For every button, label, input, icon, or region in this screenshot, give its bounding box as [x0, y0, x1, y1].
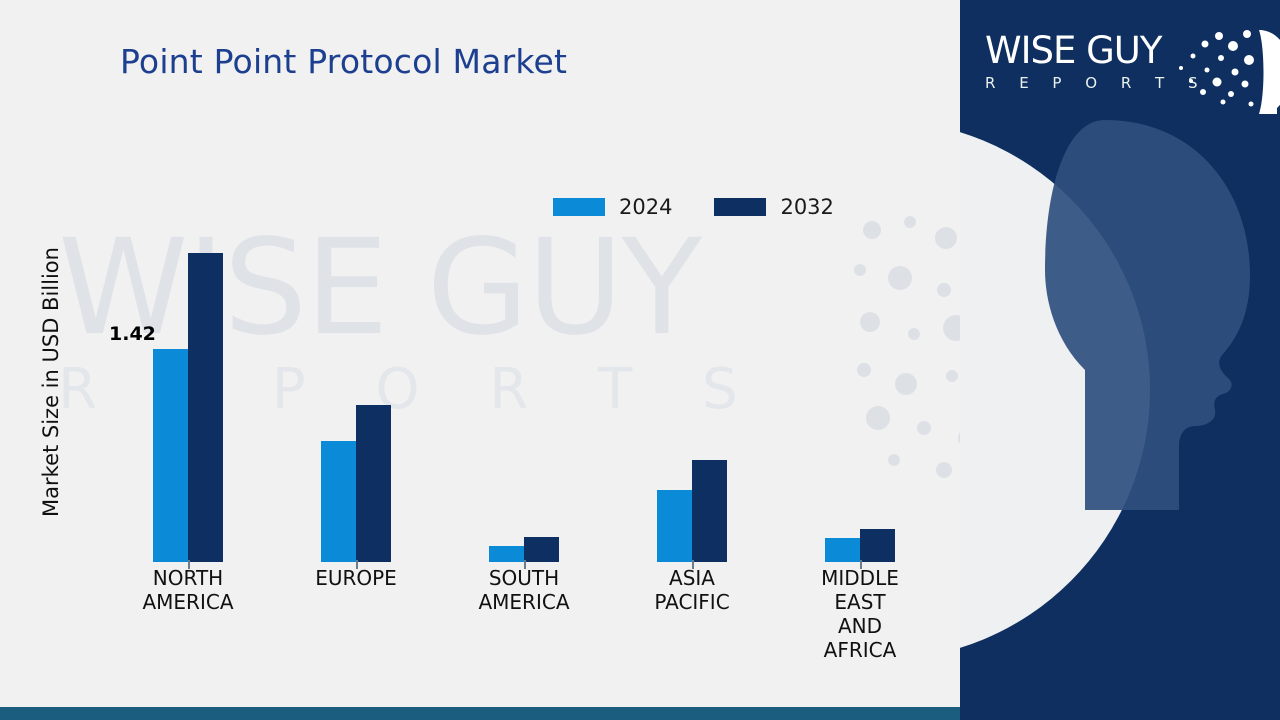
logo-primary-text: WISE GUY — [985, 29, 1162, 72]
brand-logo: WISE GUY R E P O R T S — [985, 29, 1280, 114]
bar-group — [608, 180, 776, 562]
bar-2024[interactable] — [489, 545, 524, 562]
head-silhouette-icon — [1045, 120, 1250, 510]
brand-panel: WISE GUY R E P O R T S — [960, 0, 1280, 720]
x-axis-label: ASIA PACIFIC — [608, 566, 776, 662]
chart-legend: 2024 2032 — [553, 195, 834, 219]
axis-tick — [860, 560, 862, 569]
bar-group — [776, 180, 944, 562]
x-axis-label-line: EUROPE — [315, 566, 397, 590]
x-axis-label-line: AFRICA — [823, 638, 897, 662]
x-axis-label: EUROPE — [272, 566, 440, 662]
x-axis-label: MIDDLE EAST AND AFRICA — [776, 566, 944, 662]
logo-dots-icon — [1179, 30, 1280, 114]
y-axis-title: Market Size in USD Billion — [39, 247, 63, 517]
legend-swatch-2032 — [714, 198, 767, 216]
x-axis-label-line: EAST — [834, 590, 886, 614]
x-axis-label-line: MIDDLE — [821, 566, 899, 590]
bar-groups: 1.42 — [104, 180, 944, 562]
bar-2024[interactable] — [321, 440, 356, 562]
x-axis-labels: NORTH AMERICA EUROPE SOUTH AMERICA ASIA PACIFI… — [104, 566, 944, 662]
bar-group — [440, 180, 608, 562]
legend-label-2024: 2024 — [619, 195, 673, 219]
x-axis-label-line: AMERICA — [142, 590, 234, 614]
bar-2032[interactable] — [356, 404, 391, 562]
x-axis-label: NORTH AMERICA — [104, 566, 272, 662]
legend-item-2032[interactable]: 2032 — [714, 195, 834, 219]
logo-secondary-text: R E P O R T S — [985, 74, 1207, 92]
x-axis-label-line: AND — [837, 614, 883, 638]
bar-2032[interactable] — [860, 529, 895, 562]
x-axis-label-line: PACIFIC — [654, 590, 730, 614]
page-title: Point Point Protocol Market — [120, 42, 568, 81]
bottom-accent-strip — [0, 707, 960, 720]
axis-tick — [692, 560, 694, 569]
x-axis-label-line: NORTH — [152, 566, 224, 590]
bar-2032[interactable] — [692, 460, 727, 562]
bar-2032[interactable] — [188, 253, 223, 562]
x-axis-label: SOUTH AMERICA — [440, 566, 608, 662]
axis-tick — [524, 560, 526, 569]
x-axis-label-line: ASIA — [669, 566, 715, 590]
legend-item-2024[interactable]: 2024 — [553, 195, 672, 219]
bar-2024[interactable] — [657, 490, 692, 562]
bar-group — [272, 180, 440, 562]
legend-label-2032: 2032 — [780, 195, 834, 219]
axis-tick — [356, 560, 358, 569]
plot-area: 1.42 — [104, 180, 944, 562]
bar-2032[interactable] — [524, 536, 559, 562]
bar-group: 1.42 — [104, 180, 272, 562]
legend-swatch-2024 — [553, 198, 605, 216]
x-axis-label-line: SOUTH — [488, 566, 560, 590]
bar-2024[interactable]: 1.42 — [109, 323, 188, 562]
axis-tick — [188, 560, 190, 569]
x-axis-label-line: AMERICA — [478, 590, 570, 614]
bar-value-label: 1.42 — [109, 323, 156, 345]
bar-2024[interactable] — [825, 538, 860, 562]
chart-panel: Point Point Protocol Market WISE GUY R E… — [0, 42, 962, 720]
